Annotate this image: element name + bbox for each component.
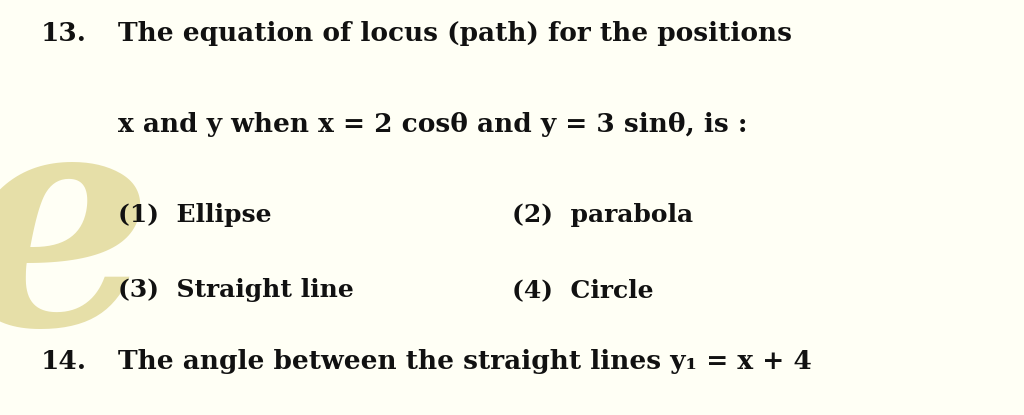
- Text: (3)  Straight line: (3) Straight line: [118, 278, 353, 302]
- Text: (1)  Ellipse: (1) Ellipse: [118, 203, 271, 227]
- Text: The angle between the straight lines y₁ = x + 4: The angle between the straight lines y₁ …: [118, 349, 812, 374]
- Text: e: e: [0, 93, 154, 388]
- Text: (2)  parabola: (2) parabola: [512, 203, 693, 227]
- Text: x and y when x = 2 cosθ and y = 3 sinθ, is :: x and y when x = 2 cosθ and y = 3 sinθ, …: [118, 112, 748, 137]
- Text: 14.: 14.: [41, 349, 87, 374]
- Text: 13.: 13.: [41, 21, 87, 46]
- Text: (4)  Circle: (4) Circle: [512, 278, 653, 302]
- Text: The equation of locus (path) for the positions: The equation of locus (path) for the pos…: [118, 21, 792, 46]
